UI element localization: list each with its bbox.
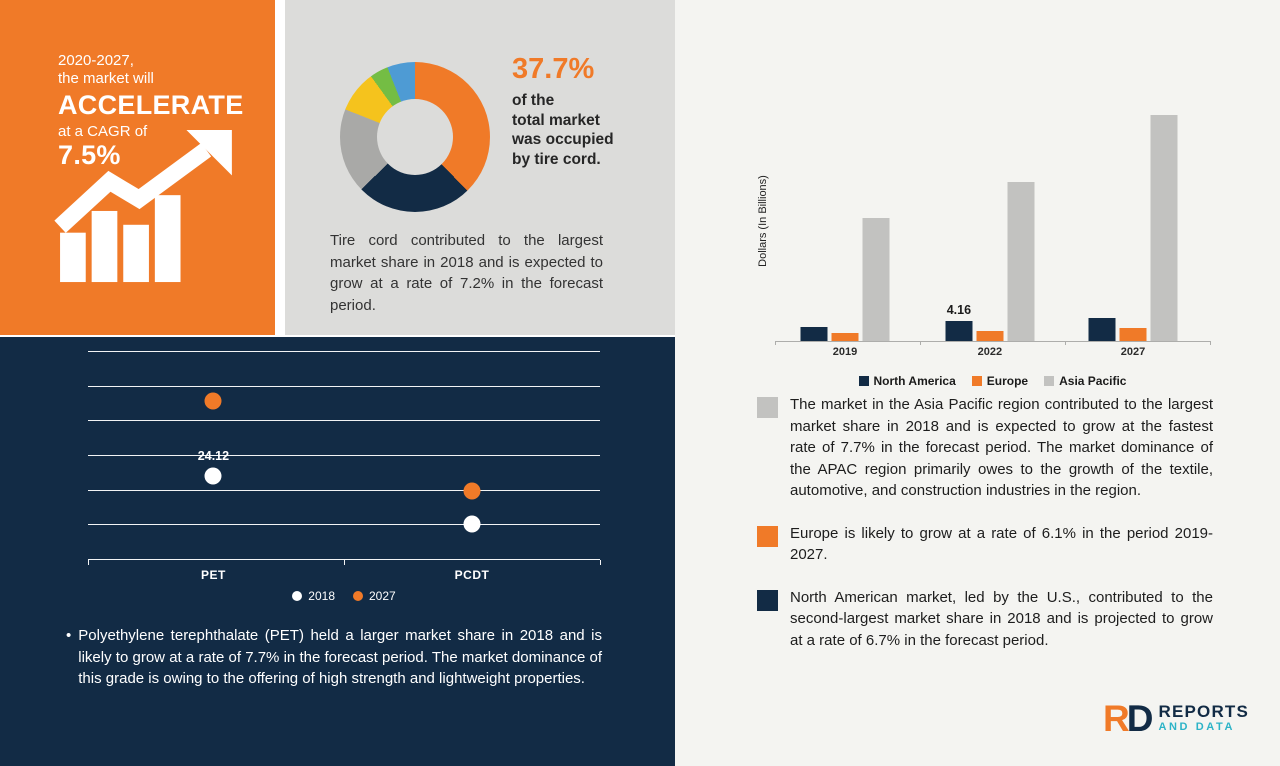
legend-label: North America — [873, 374, 956, 388]
asia-pacific-bullet-text: The market in the Asia Pacific region co… — [790, 396, 1213, 499]
bar-europe-2027 — [1119, 328, 1147, 341]
tire-cord-headline-lines: of the total market was occupied by tire… — [512, 91, 614, 169]
y-axis-label: Dollars (In Billions) — [757, 175, 769, 267]
bar-north-america-2022: 4.16 — [945, 303, 973, 341]
dot-plot-axis-tick — [344, 560, 345, 565]
dot-plot-category-label: PCDT — [454, 568, 490, 582]
dot-plot-gridline — [88, 385, 600, 387]
bar-europe-2019 — [831, 332, 859, 341]
tire-cord-share-value: 37.7% — [512, 53, 595, 85]
tire-cord-headline: 37.7% of the total market was occupied b… — [512, 53, 614, 169]
dot-plot-gridline — [88, 455, 600, 456]
dot-2027-PET — [204, 392, 222, 410]
dot-plot-gridline — [88, 524, 600, 526]
forecast-period-text: 2020-2027, — [58, 52, 134, 69]
bar-category-label: 2022 — [977, 346, 1003, 358]
logo-rd-mark-icon: RD — [1103, 698, 1154, 739]
dot-plot-gridline — [88, 420, 600, 422]
logo-letter-d: D — [1126, 698, 1154, 739]
accelerate-text: ACCELERATE — [58, 90, 244, 120]
grade-section: PET PCDT 24.12 2018 2027 Polyethylene terep… — [0, 337, 675, 766]
legend-item-north-america: North America — [858, 374, 956, 388]
tire-cord-description: Tire cord contributed to the largest mar… — [330, 232, 603, 314]
bar-north-america-2019 — [800, 327, 828, 341]
asia-pacific-swatch-icon — [757, 397, 778, 418]
grade-bullet-text: Polyethylene terephthalate (PET) held a … — [78, 627, 602, 687]
legend-item-asia-pacific: Asia Pacific — [1044, 374, 1126, 388]
dot-plot-axis-tick — [600, 560, 601, 565]
legend-swatch-icon — [1044, 376, 1055, 386]
legend-label: Asia Pacific — [1059, 374, 1127, 388]
headline-line: total market — [512, 111, 600, 129]
dot-plot-category-label: PET — [201, 568, 226, 582]
donut-hole — [377, 99, 453, 175]
bar-group-2019: 2019 — [800, 100, 890, 358]
logo-and-data-text: AND DATA — [1158, 721, 1236, 733]
bullet-marker — [66, 625, 71, 690]
grade-bullet: Polyethylene terephthalate (PET) held a … — [66, 625, 602, 690]
tire-cord-card: 37.7% of the total market was occupied b… — [285, 0, 675, 335]
regional-chart-legend: North America Europe Asia Pacific — [775, 374, 1210, 388]
legend-label: Europe — [986, 374, 1029, 388]
europe-swatch-icon — [757, 525, 778, 547]
bullet-north-america: North American market, led by the U.S., … — [757, 587, 1213, 652]
regional-bullets: The market in the Asia Pacific region co… — [757, 394, 1213, 651]
europe-bullet-text: Europe is likely to grow at a rate of 6.… — [790, 524, 1213, 564]
bar-asia-pacific-2019 — [862, 217, 890, 341]
bar-asia-pacific-2027 — [1150, 115, 1178, 341]
logo-reports-text: REPORTS — [1158, 702, 1250, 721]
tire-cord-donut-chart — [340, 62, 490, 212]
legend-item-europe: Europe — [971, 374, 1029, 388]
logo-letter-r: R — [1103, 698, 1130, 739]
logo-wordmark: REPORTS AND DATA — [1158, 703, 1249, 734]
bar-axis-tick — [919, 341, 921, 345]
bar-axis-tick — [775, 341, 776, 345]
bar-category-label: 2027 — [1120, 346, 1146, 358]
headline-line: was occupied — [512, 131, 614, 148]
bar-asia-pacific-2022 — [1007, 182, 1035, 341]
dot-plot-gridline — [88, 559, 600, 560]
legend-dot-icon — [292, 591, 303, 601]
grade-chart-legend: 2018 2027 — [88, 589, 600, 603]
reports-and-data-logo: RD REPORTS AND DATA — [1103, 700, 1249, 737]
bar-category-label: 2019 — [832, 346, 858, 358]
growth-arrow-chart-icon — [54, 130, 232, 283]
dot-plot-gridline — [88, 489, 600, 491]
dot-2027-PCDT — [463, 482, 481, 500]
bar-group-2027: 2027 — [1088, 100, 1178, 358]
dot-2018-PET — [204, 467, 222, 485]
north-america-bullet-text: North American market, led by the U.S., … — [790, 588, 1213, 649]
bar-group-2022: 4.16 2022 — [945, 100, 1035, 358]
cagr-highlight-card: 2020-2027, the market will ACCELERATE at… — [0, 0, 275, 335]
dot-plot-axis-tick — [88, 560, 89, 565]
bar-axis-tick — [1065, 341, 1066, 345]
dot-value-label: 24.12 — [197, 449, 230, 464]
legend-label: 2027 — [369, 589, 396, 603]
legend-item-2018: 2018 — [292, 589, 335, 603]
north-america-swatch-icon — [757, 589, 778, 611]
legend-swatch-icon — [858, 376, 869, 386]
cagr-label: at a CAGR of — [58, 123, 148, 140]
headline-line: by tire cord. — [512, 150, 601, 168]
bar-value-label: 4.16 — [946, 302, 972, 317]
legend-item-2027: 2027 — [353, 589, 396, 603]
bar-axis-tick — [1210, 341, 1211, 345]
legend-dot-icon — [353, 591, 363, 601]
cagr-value: 7.5% — [58, 140, 121, 170]
market-will-text: the market will — [58, 70, 154, 87]
legend-label: 2018 — [308, 589, 335, 603]
bullet-asia-pacific: The market in the Asia Pacific region co… — [757, 394, 1213, 502]
dot-2018-PCDT — [463, 515, 481, 533]
grade-dot-plot: PET PCDT 24.12 — [88, 351, 601, 582]
bullet-europe: Europe is likely to grow at a rate of 6.… — [757, 523, 1213, 566]
legend-swatch-icon — [971, 376, 982, 386]
regional-section: Dollars (In Billions) 2019 4.16 2022 2027 N… — [675, 0, 1280, 766]
bar-north-america-2027 — [1088, 317, 1116, 341]
headline-line: of the — [512, 92, 555, 109]
regional-bar-chart: 2019 4.16 2022 2027 — [775, 100, 1211, 358]
dot-plot-gridline — [88, 351, 600, 352]
bar-europe-2022 — [976, 330, 1004, 341]
